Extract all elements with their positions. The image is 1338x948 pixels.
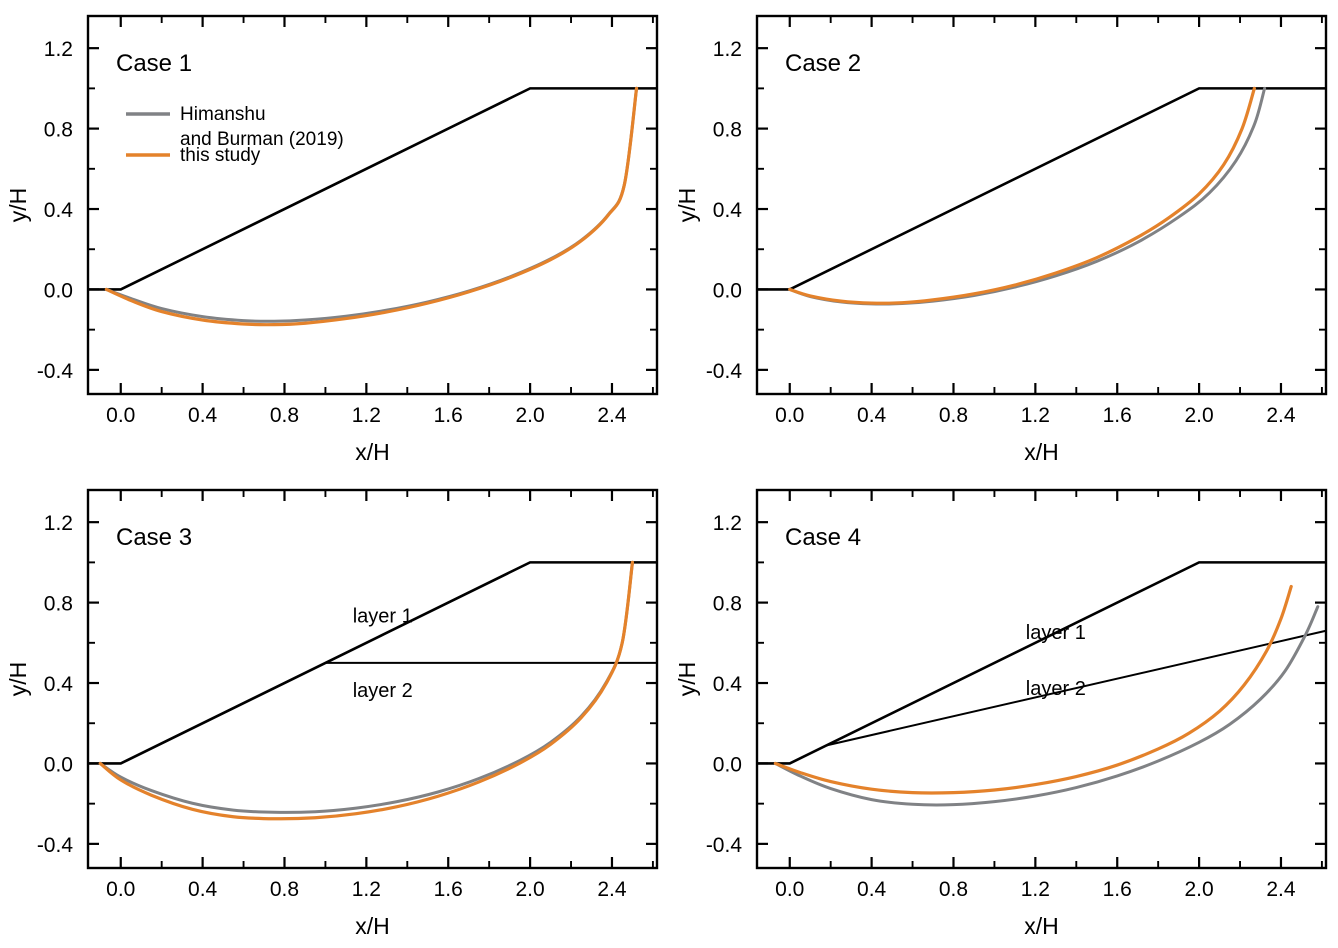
layer-label: layer 2	[1026, 678, 1086, 700]
y-tick-label: 0.0	[44, 279, 73, 302]
x-tick-label: 0.8	[270, 878, 299, 901]
x-tick-label: 0.0	[775, 404, 804, 427]
panel-title: Case 4	[785, 524, 861, 551]
panel-title: Case 1	[116, 50, 192, 77]
panel-title: Case 2	[785, 50, 861, 77]
panel-case-4: 0.0 0.4 0.8 1.2 1.6 2.0 2.4 x/H -0.4 0.0 0.4 0.8 1.2…	[669, 474, 1338, 948]
curve-this-study	[773, 584, 1293, 795]
x-tick-label: 2.0	[1184, 404, 1213, 427]
plot-frame	[755, 14, 1328, 396]
x-tick-label: 1.6	[1103, 404, 1132, 427]
y-tick-label: 1.2	[44, 38, 73, 61]
x-tick-label: 1.2	[1021, 404, 1050, 427]
y-axis-title: y/H	[5, 662, 31, 697]
layer-label: layer 1	[1026, 622, 1086, 644]
y-tick-label: 1.2	[44, 512, 73, 535]
panel-case-2: 0.0 0.4 0.8 1.2 1.6 2.0 2.4 x/H -0.4 0.0 0.4 0.8 1.2…	[669, 0, 1338, 474]
slope-profile	[88, 87, 657, 291]
y-tick-label: -0.4	[706, 360, 743, 383]
x-tick-label: 2.0	[1184, 878, 1213, 901]
x-tick-label: 1.2	[352, 878, 381, 901]
y-tick-label: 0.4	[713, 199, 743, 222]
x-tick-label: 2.4	[1266, 404, 1296, 427]
y-tick-label: 1.2	[713, 38, 742, 61]
x-tick-label: 0.4	[188, 404, 218, 427]
x-tick-label: 1.2	[352, 404, 381, 427]
y-tick-label: 0.0	[713, 753, 742, 776]
x-axis-title: x/H	[355, 439, 390, 465]
x-tick-label: 1.6	[1103, 878, 1132, 901]
x-tick-label: 0.0	[106, 404, 135, 427]
x-tick-label: 0.4	[188, 878, 218, 901]
x-axis: 0.0 0.4 0.8 1.2 1.6 2.0 2.4	[106, 16, 654, 427]
y-tick-label: 0.4	[44, 199, 74, 222]
x-axis: 0.0 0.4 0.8 1.2 1.6 2.0 2.4	[775, 490, 1323, 901]
y-tick-label: 0.0	[44, 753, 73, 776]
x-tick-label: 2.4	[597, 878, 627, 901]
x-tick-label: 1.6	[434, 878, 463, 901]
y-tick-label: 0.8	[44, 119, 73, 142]
x-tick-label: 0.0	[775, 878, 804, 901]
y-tick-label: 0.8	[713, 593, 742, 616]
panel-title: Case 3	[116, 524, 192, 551]
x-axis: 0.0 0.4 0.8 1.2 1.6 2.0 2.4	[106, 490, 654, 901]
x-tick-label: 0.4	[857, 878, 887, 901]
x-tick-label: 2.0	[515, 878, 544, 901]
curve-this-study	[104, 86, 639, 327]
x-tick-label: 1.6	[434, 404, 463, 427]
y-tick-label: -0.4	[37, 834, 74, 857]
panel-case-1: 0.0 0.4 0.8 1.2 1.6 2.0 2.4 x/H -0.4 0.0 0.4 0.8 1.2…	[0, 0, 669, 474]
x-axis-title: x/H	[1024, 913, 1059, 939]
panel-case-3: 0.0 0.4 0.8 1.2 1.6 2.0 2.4 x/H -0.4 0.0 0.4 0.8 1.2…	[0, 474, 669, 948]
x-tick-label: 0.4	[857, 404, 887, 427]
legend-label: this study	[180, 145, 261, 166]
slope-profile	[757, 561, 1326, 765]
x-tick-label: 0.8	[939, 878, 968, 901]
plot-frame	[86, 14, 659, 396]
y-tick-label: 0.4	[44, 673, 74, 696]
y-axis-title: y/H	[674, 188, 700, 223]
x-tick-label: 2.0	[515, 404, 544, 427]
y-axis: -0.4 0.0 0.4 0.8 1.2	[37, 512, 657, 857]
x-tick-label: 0.8	[939, 404, 968, 427]
x-axis: 0.0 0.4 0.8 1.2 1.6 2.0 2.4	[775, 16, 1323, 427]
x-tick-label: 1.2	[1021, 878, 1050, 901]
y-tick-label: -0.4	[37, 360, 74, 383]
curve-reference	[788, 86, 1267, 306]
y-axis: -0.4 0.0 0.4 0.8 1.2	[37, 38, 657, 383]
y-tick-label: 0.8	[44, 593, 73, 616]
layer-boundary	[826, 629, 1327, 747]
curve-this-study	[98, 560, 635, 821]
x-axis-title: x/H	[1024, 439, 1059, 465]
y-axis-title: y/H	[674, 662, 700, 697]
y-tick-label: 0.8	[713, 119, 742, 142]
y-axis: -0.4 0.0 0.4 0.8 1.2	[706, 512, 1326, 857]
x-tick-label: 0.8	[270, 404, 299, 427]
legend-label: Himanshu	[180, 104, 266, 125]
x-tick-label: 2.4	[597, 404, 627, 427]
y-axis-title: y/H	[5, 188, 31, 223]
y-tick-label: -0.4	[706, 834, 743, 857]
slope-profile	[88, 561, 657, 765]
curve-reference	[773, 605, 1320, 807]
y-tick-label: 0.0	[713, 279, 742, 302]
legend: Himanshu and Burman (2019)this study	[126, 104, 344, 166]
curve-this-study	[788, 86, 1256, 305]
plot-frame	[755, 488, 1328, 870]
layer-label: layer 2	[353, 680, 413, 702]
legend-label: and Burman (2019)	[180, 129, 344, 150]
plot-frame	[86, 488, 659, 870]
x-tick-label: 2.4	[1266, 878, 1296, 901]
y-tick-label: 0.4	[713, 673, 743, 696]
x-tick-label: 0.0	[106, 878, 135, 901]
y-axis: -0.4 0.0 0.4 0.8 1.2	[706, 38, 1326, 383]
layer-label: layer 1	[353, 606, 413, 628]
slope-profile	[757, 87, 1326, 291]
y-tick-label: 1.2	[713, 512, 742, 535]
x-axis-title: x/H	[355, 913, 390, 939]
